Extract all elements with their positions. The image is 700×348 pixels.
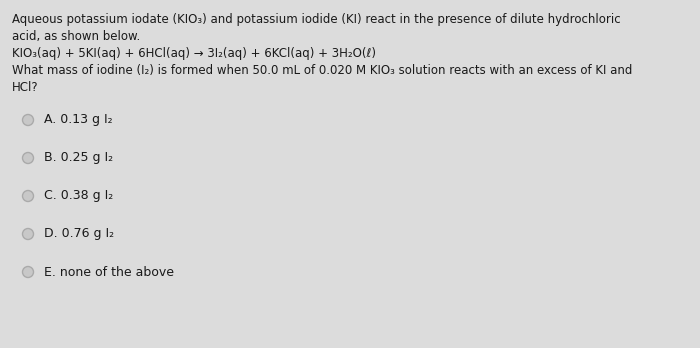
Text: A. 0.13 g I₂: A. 0.13 g I₂ bbox=[44, 113, 113, 127]
Circle shape bbox=[22, 190, 34, 201]
Text: Aqueous potassium iodate (KIO₃) and potassium iodide (KI) react in the presence : Aqueous potassium iodate (KIO₃) and pota… bbox=[12, 13, 621, 26]
Circle shape bbox=[22, 229, 34, 239]
Circle shape bbox=[22, 114, 34, 126]
Circle shape bbox=[22, 267, 34, 277]
Text: E. none of the above: E. none of the above bbox=[44, 266, 174, 278]
Text: HCl?: HCl? bbox=[12, 81, 38, 94]
Text: C. 0.38 g I₂: C. 0.38 g I₂ bbox=[44, 190, 113, 203]
Text: D. 0.76 g I₂: D. 0.76 g I₂ bbox=[44, 228, 114, 240]
Circle shape bbox=[22, 152, 34, 164]
Text: What mass of iodine (I₂) is formed when 50.0 mL of 0.020 M KIO₃ solution reacts : What mass of iodine (I₂) is formed when … bbox=[12, 64, 632, 77]
Text: KIO₃(aq) + 5KI(aq) + 6HCl(aq) → 3I₂(aq) + 6KCl(aq) + 3H₂O(ℓ): KIO₃(aq) + 5KI(aq) + 6HCl(aq) → 3I₂(aq) … bbox=[12, 47, 376, 60]
Text: acid, as shown below.: acid, as shown below. bbox=[12, 30, 140, 43]
Text: B. 0.25 g I₂: B. 0.25 g I₂ bbox=[44, 151, 113, 165]
